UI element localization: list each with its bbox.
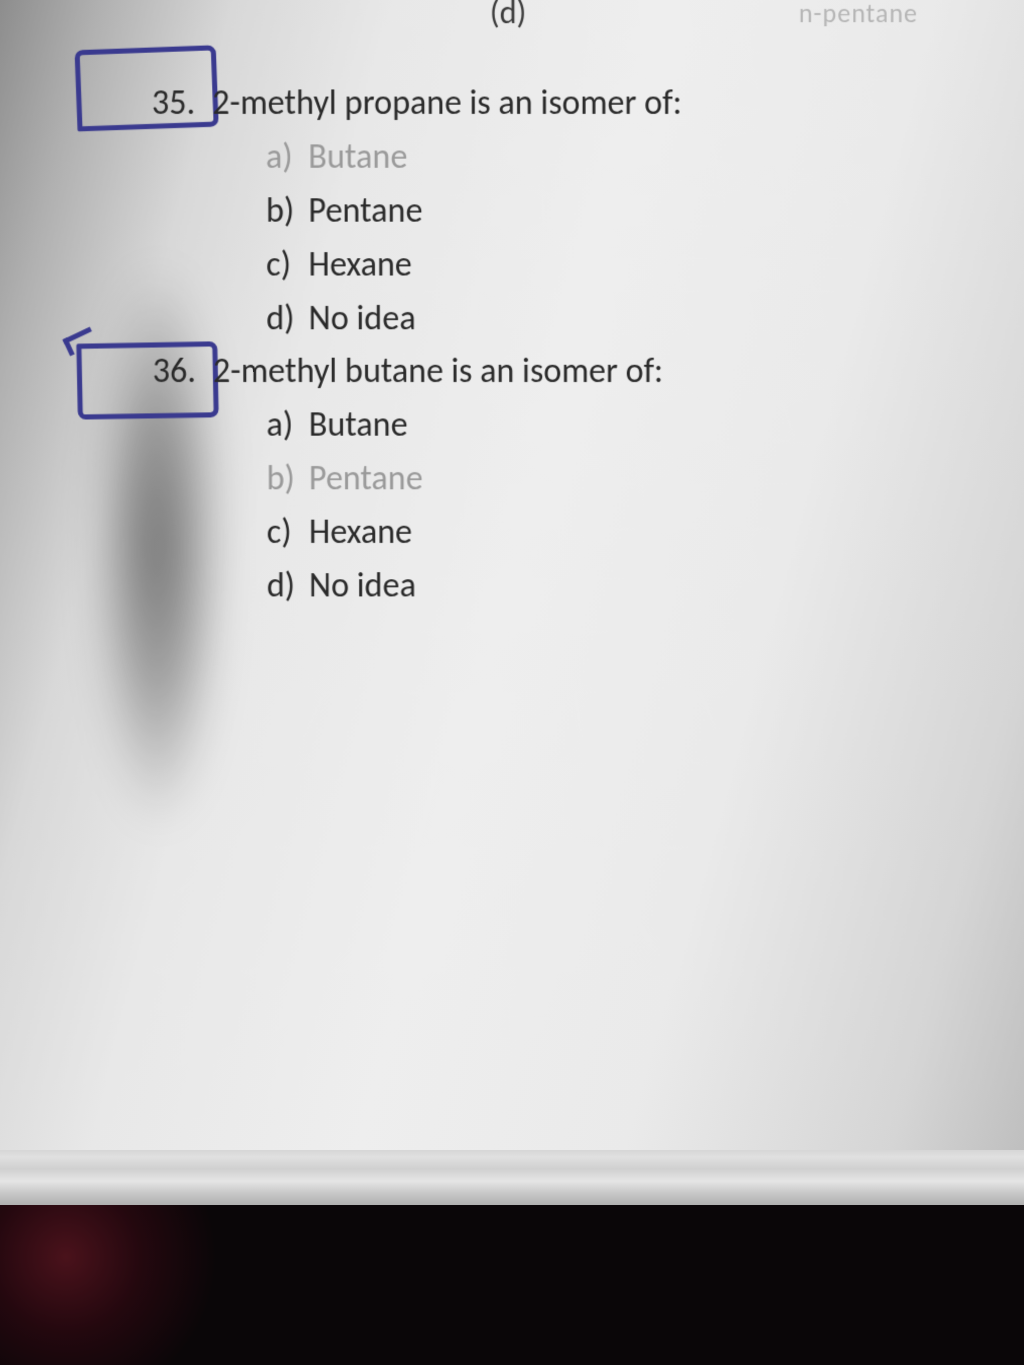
fabric-texture: [0, 1185, 220, 1365]
option-36c: c)Hexane: [267, 507, 423, 559]
shadow-overlay: [76, 192, 239, 899]
option-35c: c)Hexane: [266, 239, 423, 291]
question-text: 2-methyl butane is an isomer of:: [213, 351, 663, 393]
question-text: 2-methyl propane is an isomer of:: [212, 82, 682, 124]
options-q36: a)Butane b)Pentane c)Hexane d)No idea: [266, 399, 423, 613]
header-option-d: (d): [490, 0, 527, 32]
option-36a: a)Butane: [266, 399, 422, 451]
page-stack-edge: [0, 1145, 1024, 1205]
option-35d: d)No idea: [266, 293, 423, 345]
option-35a: a)Butane: [266, 131, 423, 183]
paper-sheet: (d) n-pentane 35.2-methyl propane is an …: [0, 0, 1024, 1150]
option-36d: d)No idea: [267, 560, 423, 611]
question-number: 35.: [152, 78, 213, 128]
question-number: 36.: [152, 347, 213, 397]
question-35: 35.2-methyl propane is an isomer of:: [152, 78, 682, 128]
question-36: 36.2-methyl butane is an isomer of:: [152, 347, 663, 397]
option-35b: b)Pentane: [266, 185, 423, 237]
option-36b: b)Pentane: [267, 453, 423, 505]
header-faded-text: n-pentane: [799, 0, 918, 29]
options-q35: a)Butane b)Pentane c)Hexane d)No idea: [266, 131, 423, 346]
